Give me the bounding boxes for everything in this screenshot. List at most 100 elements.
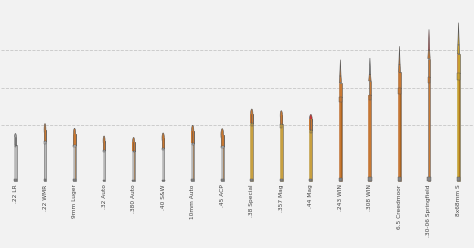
Text: 10mm Auto: 10mm Auto bbox=[190, 185, 195, 219]
Bar bbox=[73, 134, 76, 145]
Bar bbox=[339, 83, 340, 97]
Text: .44 Mag: .44 Mag bbox=[309, 185, 313, 208]
Text: .45 ACP: .45 ACP bbox=[220, 185, 225, 207]
Bar bbox=[457, 73, 458, 181]
Bar bbox=[191, 143, 194, 181]
Bar bbox=[191, 143, 194, 145]
Text: .308 WIN: .308 WIN bbox=[367, 185, 373, 212]
Bar bbox=[44, 179, 46, 181]
Bar bbox=[250, 179, 253, 181]
Bar bbox=[280, 124, 283, 181]
Text: .380 Auto: .380 Auto bbox=[131, 185, 136, 213]
Bar bbox=[103, 141, 105, 150]
Bar bbox=[44, 141, 46, 181]
Bar bbox=[73, 145, 76, 181]
Bar bbox=[162, 138, 164, 148]
Bar bbox=[428, 59, 430, 77]
Bar bbox=[457, 73, 460, 80]
Bar bbox=[103, 150, 105, 181]
Ellipse shape bbox=[44, 124, 46, 135]
Bar bbox=[103, 150, 105, 152]
Bar bbox=[14, 145, 17, 181]
Bar bbox=[103, 141, 105, 150]
Bar bbox=[339, 97, 342, 181]
Bar bbox=[309, 179, 312, 181]
Bar bbox=[14, 137, 17, 145]
Ellipse shape bbox=[15, 133, 17, 141]
Bar bbox=[132, 142, 135, 151]
Bar bbox=[457, 177, 460, 181]
Polygon shape bbox=[398, 65, 401, 72]
Bar bbox=[310, 129, 312, 133]
Bar bbox=[251, 123, 253, 126]
Bar bbox=[73, 179, 76, 181]
Bar bbox=[368, 95, 369, 181]
Bar bbox=[280, 124, 281, 181]
Bar bbox=[132, 151, 133, 181]
Bar bbox=[280, 115, 283, 124]
Bar bbox=[15, 137, 17, 145]
Polygon shape bbox=[339, 76, 342, 83]
Text: .243 WIN: .243 WIN bbox=[338, 185, 343, 212]
Bar bbox=[162, 138, 163, 148]
Bar bbox=[191, 131, 192, 143]
Bar bbox=[14, 179, 17, 181]
Bar bbox=[221, 135, 222, 146]
Bar bbox=[250, 123, 253, 181]
Bar bbox=[428, 177, 430, 181]
Bar bbox=[162, 180, 164, 181]
Ellipse shape bbox=[162, 133, 164, 143]
Ellipse shape bbox=[73, 128, 76, 139]
Bar bbox=[162, 138, 164, 148]
Bar bbox=[398, 88, 401, 94]
Bar bbox=[132, 151, 135, 181]
Bar bbox=[368, 177, 372, 181]
Bar bbox=[339, 178, 342, 181]
Bar bbox=[220, 135, 224, 146]
Bar bbox=[280, 124, 283, 128]
Bar bbox=[398, 177, 401, 181]
Text: 9mm Luger: 9mm Luger bbox=[72, 185, 77, 218]
Bar bbox=[162, 148, 164, 150]
Bar bbox=[103, 141, 104, 150]
Bar bbox=[191, 179, 194, 181]
Polygon shape bbox=[458, 23, 459, 45]
Text: .22 WMR: .22 WMR bbox=[43, 185, 47, 211]
Polygon shape bbox=[340, 60, 341, 76]
Bar bbox=[14, 145, 15, 181]
Bar bbox=[398, 72, 399, 88]
Bar bbox=[339, 83, 342, 97]
Bar bbox=[428, 77, 430, 181]
Bar bbox=[132, 180, 135, 181]
Bar bbox=[221, 146, 224, 149]
Bar bbox=[457, 54, 460, 73]
Bar bbox=[369, 95, 371, 100]
Bar bbox=[15, 145, 17, 147]
Text: .357 Mag: .357 Mag bbox=[279, 185, 284, 212]
Polygon shape bbox=[369, 58, 371, 74]
Text: .32 Auto: .32 Auto bbox=[101, 185, 107, 209]
Bar bbox=[280, 115, 283, 124]
Bar bbox=[44, 129, 46, 141]
Bar bbox=[44, 129, 45, 141]
Bar bbox=[73, 145, 76, 147]
Bar bbox=[398, 88, 401, 181]
Bar bbox=[250, 123, 251, 181]
Ellipse shape bbox=[310, 114, 312, 124]
Polygon shape bbox=[428, 29, 429, 50]
Ellipse shape bbox=[280, 111, 283, 120]
Bar bbox=[398, 88, 399, 181]
Bar bbox=[457, 54, 458, 73]
Bar bbox=[339, 97, 340, 181]
Text: .30-06 Springfield: .30-06 Springfield bbox=[427, 185, 431, 237]
Bar bbox=[44, 129, 46, 141]
Bar bbox=[280, 179, 283, 181]
Bar bbox=[133, 142, 135, 151]
Bar bbox=[44, 141, 46, 144]
Polygon shape bbox=[369, 74, 371, 81]
Text: .40 S&W: .40 S&W bbox=[161, 185, 165, 210]
Bar bbox=[368, 95, 372, 181]
Bar bbox=[191, 131, 194, 143]
Ellipse shape bbox=[191, 125, 194, 137]
Bar bbox=[309, 120, 312, 129]
